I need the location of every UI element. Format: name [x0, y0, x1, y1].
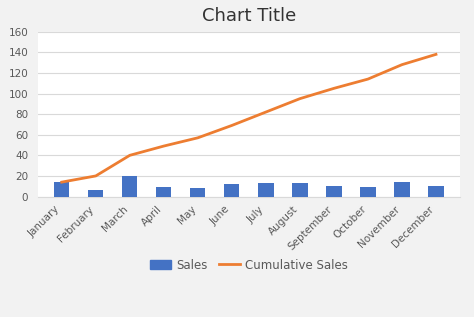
Bar [360, 187, 375, 197]
Bar [190, 188, 205, 197]
Bar [394, 182, 410, 197]
Bar [258, 183, 273, 197]
Bar [156, 187, 172, 197]
Legend: Sales, Cumulative Sales: Sales, Cumulative Sales [145, 254, 353, 276]
Bar [224, 184, 239, 197]
Bar [88, 190, 103, 197]
Title: Chart Title: Chart Title [202, 7, 296, 25]
Bar [292, 183, 308, 197]
Bar [428, 186, 444, 197]
Bar [326, 186, 342, 197]
Bar [122, 176, 137, 197]
Bar [54, 182, 69, 197]
